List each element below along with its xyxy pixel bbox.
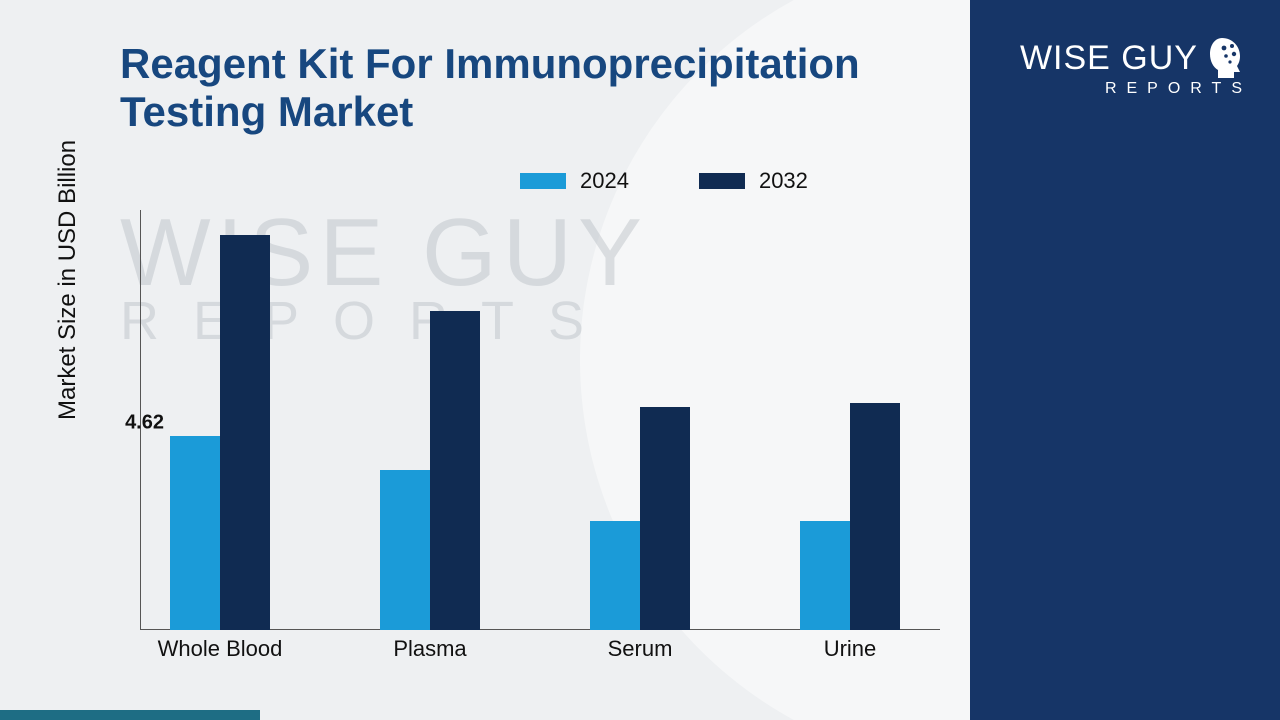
- bar: [220, 235, 270, 630]
- x-axis-label: Whole Blood: [140, 630, 300, 662]
- bar: [850, 403, 900, 630]
- bar: [590, 521, 640, 630]
- legend-item: 2024: [520, 168, 629, 194]
- legend-item: 2032: [699, 168, 808, 194]
- brand-logo: WISE GUY REPORTS: [1020, 34, 1252, 98]
- x-axis-label: Urine: [770, 630, 930, 662]
- bar: [800, 521, 850, 630]
- y-axis-label: Market Size in USD Billion: [54, 140, 82, 420]
- right-band: [970, 0, 1280, 720]
- legend: 2024 2032: [520, 168, 808, 194]
- legend-swatch: [520, 173, 566, 189]
- legend-label: 2024: [580, 168, 629, 194]
- x-axis-label: Serum: [560, 630, 720, 662]
- bar: [430, 311, 480, 630]
- bar: [640, 407, 690, 630]
- bar: [380, 470, 430, 630]
- plot-area: Whole BloodPlasmaSerumUrine4.62: [140, 210, 940, 630]
- footer-accent-bar: [0, 710, 260, 720]
- x-axis-label: Plasma: [350, 630, 510, 662]
- logo-text-sub: REPORTS: [1020, 80, 1252, 98]
- legend-swatch: [699, 173, 745, 189]
- bar-value-label: 4.62: [125, 411, 164, 434]
- head-icon: [1204, 34, 1252, 82]
- bar: [170, 436, 220, 630]
- legend-label: 2032: [759, 168, 808, 194]
- chart-title: Reagent Kit For Immunoprecipitation Test…: [120, 40, 880, 137]
- chart-canvas: Reagent Kit For Immunoprecipitation Test…: [0, 0, 1280, 720]
- logo-text-main: WISE GUY: [1020, 39, 1198, 78]
